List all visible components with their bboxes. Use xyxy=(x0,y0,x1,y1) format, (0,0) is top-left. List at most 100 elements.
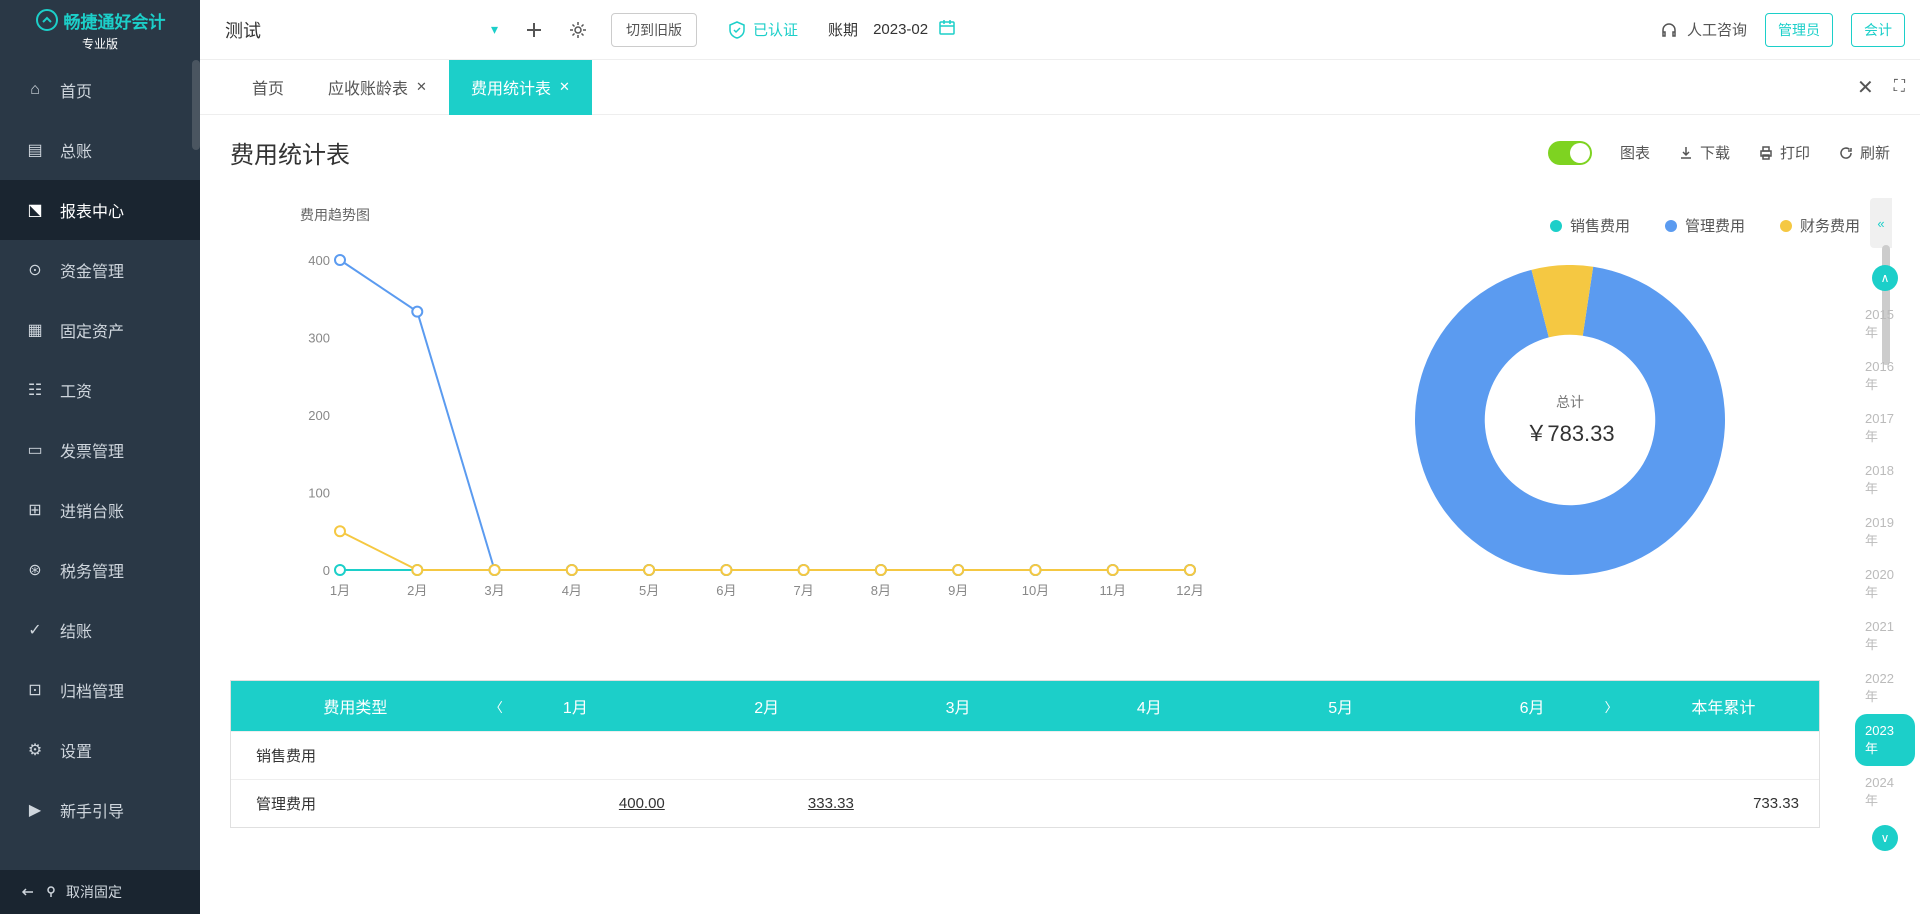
accountant-button[interactable]: 会计 xyxy=(1851,13,1905,47)
unpin-button[interactable]: 取消固定 xyxy=(0,870,200,914)
tab-1[interactable]: 应收账龄表✕ xyxy=(306,60,449,115)
gear-icon[interactable] xyxy=(567,19,589,41)
verified-text: 已认证 xyxy=(753,19,798,40)
year-down-button[interactable]: ∨ xyxy=(1872,825,1898,851)
svg-text:3月: 3月 xyxy=(484,583,504,598)
chart-toggle[interactable] xyxy=(1548,141,1592,165)
sidebar-item-2[interactable]: ⬔报表中心 xyxy=(0,180,200,240)
sidebar-item-10[interactable]: ⊡归档管理 xyxy=(0,660,200,720)
tab-2[interactable]: 费用统计表 ✕ xyxy=(449,60,592,115)
svg-text:7月: 7月 xyxy=(794,583,814,598)
sidebar: ⌂首页▤总账⬔报表中心⊙资金管理▦固定资产 ☷ 工资 ▭发票管理⊞进销台账 ⊛ 税务管理 ✓… xyxy=(0,60,200,914)
td-label-1: 管理费用 xyxy=(231,780,496,827)
td-0-6 xyxy=(1630,732,1819,779)
sidebar-item-4[interactable]: ▦固定资产 xyxy=(0,300,200,360)
sidebar-icon-5: ☷ xyxy=(25,380,45,400)
chart-area: 费用趋势图 销售费用管理费用财务费用 01002003004001月2月3月4月… xyxy=(230,190,1890,660)
year-2020年[interactable]: 2020年 xyxy=(1855,558,1915,610)
sidebar-icon-4: ▦ xyxy=(25,320,45,340)
tab-close-2[interactable]: ✕ xyxy=(559,79,570,95)
old-version-button[interactable]: 切到旧版 xyxy=(611,13,697,47)
sidebar-label-2: 报表中心 xyxy=(60,198,124,222)
headset-icon xyxy=(1659,20,1679,40)
sidebar-label-1: 总账 xyxy=(60,138,92,162)
legend-dot-0 xyxy=(1550,220,1562,232)
expand-panel-button[interactable]: « xyxy=(1870,198,1892,248)
year-2023年[interactable]: 2023年 xyxy=(1855,714,1915,766)
svg-text:5月: 5月 xyxy=(639,583,659,598)
year-2024年[interactable]: 2024年 xyxy=(1855,766,1915,818)
legend-label-2: 财务费用 xyxy=(1800,215,1860,236)
brand-edition: 专业版 xyxy=(82,35,118,52)
th-5: 5月 xyxy=(1245,681,1436,731)
admin-button[interactable]: 管理员 xyxy=(1765,13,1833,47)
sidebar-item-3[interactable]: ⊙资金管理 xyxy=(0,240,200,300)
tab-label-2: 费用统计表 xyxy=(471,75,551,99)
sidebar-item-0[interactable]: ⌂首页 xyxy=(0,60,200,120)
svg-text:10月: 10月 xyxy=(1022,583,1049,598)
chart-toggle-label: 图表 xyxy=(1620,142,1650,163)
table-next-months[interactable]: 〉 xyxy=(1603,697,1620,716)
calendar-icon[interactable] xyxy=(938,18,956,41)
sidebar-item-7[interactable]: ⊞进销台账 xyxy=(0,480,200,540)
th-0: 费用类型 xyxy=(231,681,480,731)
sidebar-label-11: 设置 xyxy=(60,738,92,762)
unpin-label: 取消固定 xyxy=(66,882,122,902)
sidebar-item-5[interactable]: ☷ 工资 xyxy=(0,360,200,420)
th-6: 6月〉 xyxy=(1436,681,1627,731)
sidebar-item-6[interactable]: ▭发票管理 xyxy=(0,420,200,480)
page-header: 费用统计表 图表 下载 打印 刷新 xyxy=(200,115,1920,190)
account-selector[interactable]: 测试 ▾ xyxy=(225,17,498,43)
year-2018年[interactable]: 2018年 xyxy=(1855,454,1915,506)
legend-item-0[interactable]: 销售费用 xyxy=(1550,215,1630,236)
print-button[interactable]: 打印 xyxy=(1758,142,1810,163)
refresh-button[interactable]: 刷新 xyxy=(1838,142,1890,163)
tab-close-1[interactable]: ✕ xyxy=(416,79,427,95)
tab-0[interactable]: 首页 xyxy=(230,60,306,115)
svg-text:6月: 6月 xyxy=(716,583,736,598)
sidebar-icon-12: ▶ xyxy=(25,800,45,820)
legend-item-2[interactable]: 财务费用 xyxy=(1780,215,1860,236)
sidebar-item-12[interactable]: ▶ 新手引导 xyxy=(0,780,200,840)
sidebar-label-6: 发票管理 xyxy=(60,438,124,462)
svg-text:12月: 12月 xyxy=(1176,583,1203,598)
chevron-down-icon: ▾ xyxy=(491,21,498,38)
svg-text:11月: 11月 xyxy=(1099,583,1126,598)
year-2016年[interactable]: 2016年 xyxy=(1855,350,1915,402)
year-up-button[interactable]: ∧ xyxy=(1872,265,1898,291)
year-2021年[interactable]: 2021年 xyxy=(1855,610,1915,662)
table-row-1: 管理费用400.00333.33 733.33 xyxy=(231,779,1819,827)
page-title: 费用统计表 xyxy=(230,135,350,170)
sidebar-icon-8: ⊛ xyxy=(25,560,45,580)
sidebar-label-5: 工资 xyxy=(60,378,92,402)
sidebar-icon-7: ⊞ xyxy=(25,500,45,520)
sidebar-item-9[interactable]: ✓结账 xyxy=(0,600,200,660)
sidebar-item-1[interactable]: ▤总账 xyxy=(0,120,200,180)
legend-item-1[interactable]: 管理费用 xyxy=(1665,215,1745,236)
sidebar-label-8: 税务管理 xyxy=(60,558,124,582)
td-1-1[interactable]: 333.33 xyxy=(685,780,874,827)
year-2019年[interactable]: 2019年 xyxy=(1855,506,1915,558)
consult-button[interactable]: 人工咨询 xyxy=(1659,19,1747,40)
sidebar-item-11[interactable]: ⚙设置 xyxy=(0,720,200,780)
fullscreen-icon[interactable]: ⛶ xyxy=(1894,78,1905,96)
top-header: 畅捷通好会计 专业版 测试 ▾ 切到旧版 已认证 账期 2023-02 人工咨询… xyxy=(0,0,1920,60)
sidebar-item-8[interactable]: ⊛ 税务管理 xyxy=(0,540,200,600)
close-all-tabs-icon[interactable]: ✕ xyxy=(1857,75,1874,100)
download-button[interactable]: 下载 xyxy=(1678,142,1730,163)
sidebar-icon-9: ✓ xyxy=(25,620,45,640)
year-2022年[interactable]: 2022年 xyxy=(1855,662,1915,714)
table-prev-months[interactable]: 〈 xyxy=(488,697,505,716)
year-2015年[interactable]: 2015年 xyxy=(1855,298,1915,350)
consult-label: 人工咨询 xyxy=(1687,19,1747,40)
th-4: 4月 xyxy=(1054,681,1245,731)
sidebar-scrollbar[interactable] xyxy=(192,60,200,150)
td-1-6[interactable]: 733.33 xyxy=(1630,780,1819,827)
period-value: 2023-02 xyxy=(873,21,928,38)
td-0-2 xyxy=(874,732,1063,779)
td-1-0[interactable]: 400.00 xyxy=(496,780,685,827)
td-0-0 xyxy=(496,732,685,779)
sidebar-label-12: 新手引导 xyxy=(60,798,124,822)
add-icon[interactable] xyxy=(523,19,545,41)
year-2017年[interactable]: 2017年 xyxy=(1855,402,1915,454)
